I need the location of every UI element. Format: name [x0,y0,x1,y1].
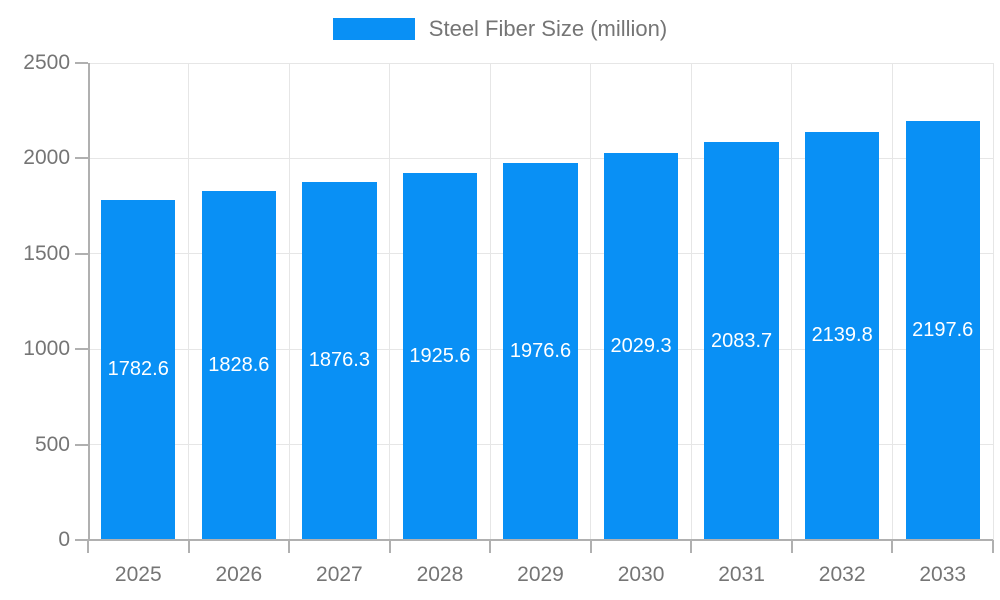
gridline-vertical [690,63,692,540]
x-axis-label: 2031 [718,563,765,586]
x-axis-tick [489,540,492,553]
x-axis-tick [690,540,693,553]
bar-value-label: 1925.6 [409,344,471,367]
gridline-vertical [489,63,491,540]
bar-value-label: 1828.6 [208,354,270,377]
bar-value-label: 1876.3 [308,349,370,372]
x-axis-label: 2027 [316,563,363,586]
x-axis-label: 2029 [517,563,564,586]
bar-value-label: 2139.8 [811,324,873,347]
y-axis-label: 2000 [23,146,70,170]
x-axis-tick [187,540,190,553]
bar-2027[interactable]: 1876.3 [302,182,377,540]
x-axis-label: 2032 [818,563,866,586]
bar-2030[interactable]: 2029.3 [603,152,679,540]
y-axis-tick [75,157,88,160]
bar-2032[interactable]: 2139.8 [804,131,880,540]
y-axis-tick [75,348,88,351]
bar-value-label: 2083.7 [711,329,773,352]
y-axis-label: 500 [34,432,70,456]
y-axis-tick [75,443,88,446]
x-axis-tick [790,540,793,553]
bar-2025[interactable]: 1782.6 [101,199,176,540]
gridline-vertical [992,63,994,540]
legend-label: Steel Fiber Size (million) [428,16,668,41]
y-axis-label: 1000 [23,337,70,361]
legend-item-steel-fiber-size[interactable]: Steel Fiber Size (million) [332,16,668,42]
gridline-vertical [590,63,592,540]
x-axis-label: 2033 [919,563,967,586]
y-axis-label: 0 [58,528,70,551]
gridline-vertical [791,63,793,540]
x-axis-label: 2025 [114,563,162,586]
bar-value-label: 1782.6 [107,358,169,381]
x-axis-tick [288,540,291,553]
x-axis-label: 2030 [617,563,665,586]
gridline-horizontal [88,157,993,159]
chart-legend: Steel Fiber Size (million) [0,16,1000,42]
gridline-horizontal [88,62,993,64]
x-axis-tick [388,540,391,553]
y-axis-tick [75,539,88,541]
y-axis-label: 1500 [23,241,70,265]
bar-2028[interactable]: 1925.6 [402,172,478,540]
x-axis-tick [87,540,89,553]
x-axis-tick [992,540,994,553]
bar-2026[interactable]: 1828.6 [201,191,277,540]
x-axis-tick [589,540,592,553]
gridline-vertical [288,63,290,540]
legend-swatch-icon [332,18,415,40]
x-axis-tick [891,540,894,553]
gridline-vertical [891,63,893,540]
bar-2031[interactable]: 2083.7 [704,142,779,540]
y-axis-tick [75,252,88,255]
bar-value-label: 1976.6 [509,339,572,362]
bar-2029[interactable]: 1976.6 [503,162,578,540]
gridline-vertical [188,63,190,540]
bar-value-label: 2197.6 [912,318,974,341]
x-axis-label: 2028 [416,563,464,586]
bar-value-label: 2029.3 [610,334,672,357]
y-axis-label: 2500 [23,51,70,74]
gridline-vertical [389,63,391,540]
x-axis-label: 2026 [215,563,263,586]
y-axis-line [87,63,90,540]
y-axis-tick [75,62,88,64]
x-axis-line [87,539,993,541]
bar-2033[interactable]: 2197.6 [905,120,980,540]
